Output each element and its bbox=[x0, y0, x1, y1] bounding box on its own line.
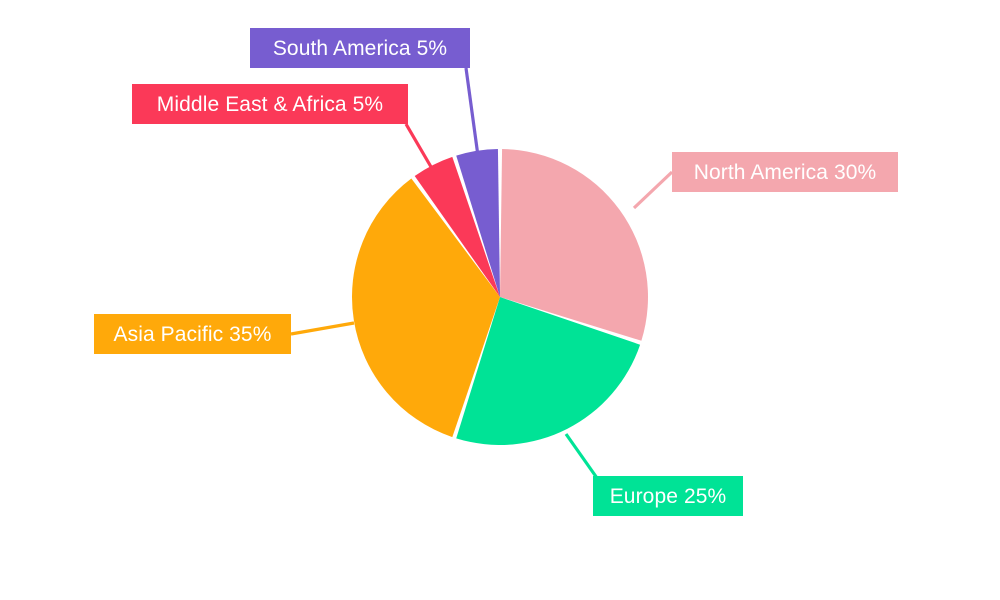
leader-line bbox=[290, 321, 355, 336]
pie-slice-label[interactable]: North America 30% bbox=[672, 152, 898, 192]
pie-slice-label[interactable]: South America 5% bbox=[250, 28, 470, 68]
pie-slice[interactable] bbox=[456, 297, 641, 445]
pie-slice-label[interactable]: Middle East & Africa 5% bbox=[132, 84, 408, 124]
pie-slices-group bbox=[351, 149, 648, 445]
leader-line bbox=[632, 170, 674, 210]
pie-slice[interactable] bbox=[351, 178, 500, 438]
leader-lines-group bbox=[290, 67, 674, 479]
pie-slice[interactable] bbox=[456, 149, 500, 297]
pie-slice[interactable] bbox=[414, 156, 500, 297]
leader-line bbox=[564, 433, 599, 479]
leader-line bbox=[404, 123, 436, 173]
pie-slice[interactable] bbox=[500, 149, 648, 341]
leader-line bbox=[464, 67, 480, 157]
pie-slice-label[interactable]: Europe 25% bbox=[593, 476, 743, 516]
pie-slice-label[interactable]: Asia Pacific 35% bbox=[94, 314, 291, 354]
